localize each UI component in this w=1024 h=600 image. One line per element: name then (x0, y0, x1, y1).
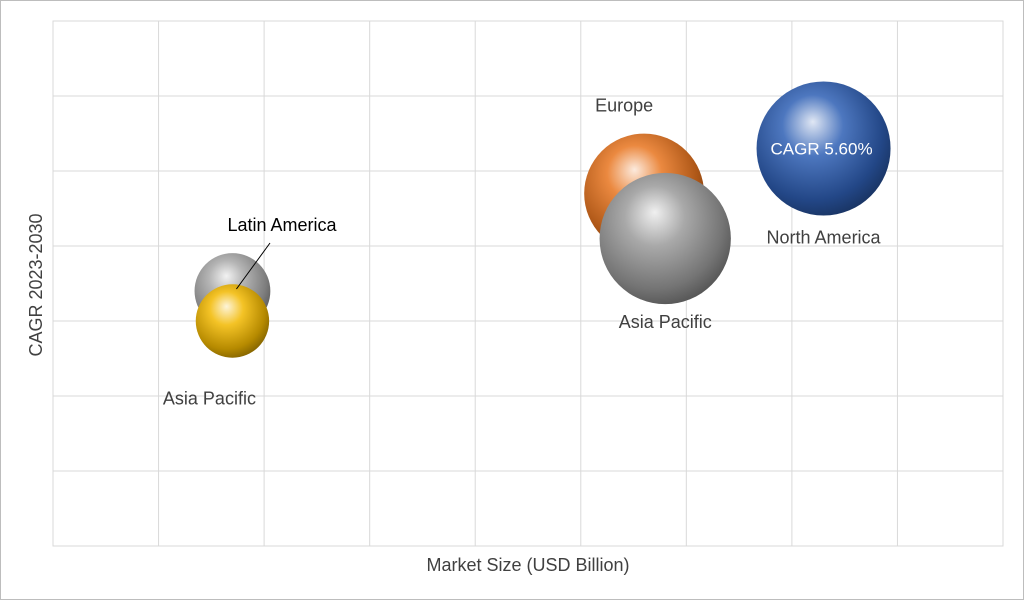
leader-lines (236, 242, 271, 290)
bubbles (194, 81, 891, 358)
x-axis-title: Market Size (USD Billion) (426, 555, 629, 575)
bubble-asia-pacific (599, 172, 731, 305)
bubble-label: Asia Pacific (619, 312, 712, 332)
bubble-asia-pacific (195, 284, 270, 358)
bubble-north-america (756, 81, 891, 216)
bubble-label: Europe (595, 96, 653, 116)
bubble-annotation: CAGR 5.60% (771, 140, 873, 159)
bubble-labels: North America CAGR 5.60% Europe Asia Pacifi… (163, 96, 882, 409)
bubble-label: Asia Pacific (163, 389, 256, 409)
leader-line (236, 242, 271, 290)
bubble-label: Latin America (227, 215, 337, 235)
bubble-label: North America (767, 228, 882, 248)
y-axis-title: CAGR 2023-2030 (26, 213, 46, 356)
plot-area-border (52, 20, 1004, 547)
